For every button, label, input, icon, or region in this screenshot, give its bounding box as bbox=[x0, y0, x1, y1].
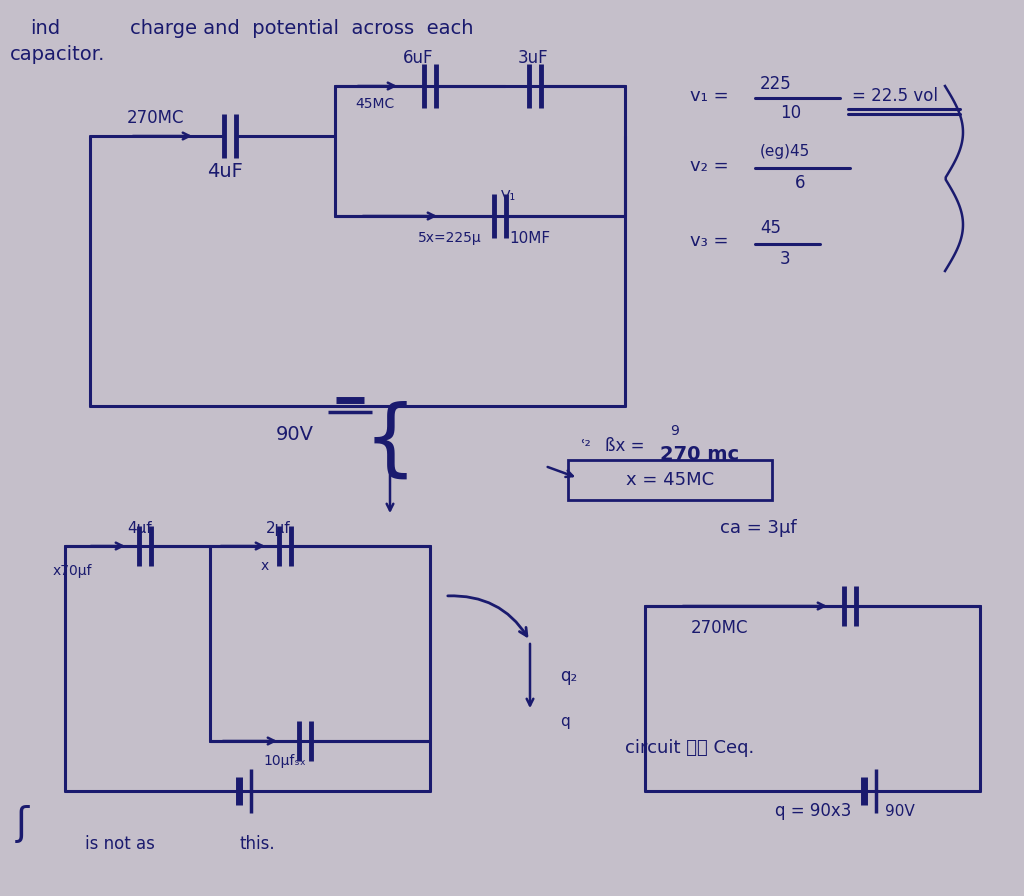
Text: v₃ =: v₃ = bbox=[690, 232, 728, 250]
Text: 90V: 90V bbox=[885, 804, 914, 819]
Text: x70μf: x70μf bbox=[52, 564, 92, 578]
Text: 45MC: 45MC bbox=[355, 97, 394, 111]
Text: 2μf: 2μf bbox=[265, 521, 291, 536]
Text: 270MC: 270MC bbox=[126, 109, 183, 127]
Text: 10MF: 10MF bbox=[509, 230, 551, 246]
Text: (eg)45: (eg)45 bbox=[760, 143, 810, 159]
Text: this.: this. bbox=[240, 835, 275, 853]
Text: v₁ =: v₁ = bbox=[690, 87, 729, 105]
Text: charge and  potential  across  each: charge and potential across each bbox=[130, 19, 473, 38]
Text: v₂ =: v₂ = bbox=[690, 157, 729, 175]
Text: q = 90x3: q = 90x3 bbox=[775, 802, 851, 820]
Text: 270MC: 270MC bbox=[691, 619, 749, 637]
Text: 3uF: 3uF bbox=[518, 49, 548, 67]
Text: 225: 225 bbox=[760, 75, 792, 93]
Text: ind: ind bbox=[30, 19, 60, 38]
Text: V₁: V₁ bbox=[501, 189, 515, 203]
Text: capacitor.: capacitor. bbox=[10, 45, 105, 64]
Text: circuit का Ceq.: circuit का Ceq. bbox=[625, 739, 755, 757]
Text: 4μf: 4μf bbox=[128, 521, 153, 536]
Text: 10: 10 bbox=[780, 104, 801, 122]
Text: ʿ²: ʿ² bbox=[580, 438, 591, 453]
Text: 10μfₛₓ: 10μfₛₓ bbox=[263, 754, 306, 768]
Text: 6uF: 6uF bbox=[402, 49, 433, 67]
Text: 3: 3 bbox=[780, 250, 791, 268]
Text: 5x=225μ: 5x=225μ bbox=[418, 231, 482, 245]
Text: is not as: is not as bbox=[85, 835, 155, 853]
Text: ʃ: ʃ bbox=[15, 805, 29, 843]
Text: x: x bbox=[261, 559, 269, 573]
Text: 270 mc: 270 mc bbox=[660, 444, 739, 463]
Text: q: q bbox=[560, 713, 569, 728]
Text: {: { bbox=[364, 401, 417, 481]
Text: = 22.5 vol: = 22.5 vol bbox=[852, 87, 938, 105]
Text: ßx =: ßx = bbox=[605, 437, 644, 455]
Text: 90V: 90V bbox=[276, 425, 314, 444]
Text: 6: 6 bbox=[795, 174, 806, 192]
Text: 45: 45 bbox=[760, 219, 781, 237]
Text: 9: 9 bbox=[670, 424, 679, 438]
Text: ca = 3μf: ca = 3μf bbox=[720, 519, 797, 537]
Text: x = 45MC: x = 45MC bbox=[626, 471, 714, 489]
Text: 4uF: 4uF bbox=[207, 161, 243, 180]
Text: q₂: q₂ bbox=[560, 667, 578, 685]
